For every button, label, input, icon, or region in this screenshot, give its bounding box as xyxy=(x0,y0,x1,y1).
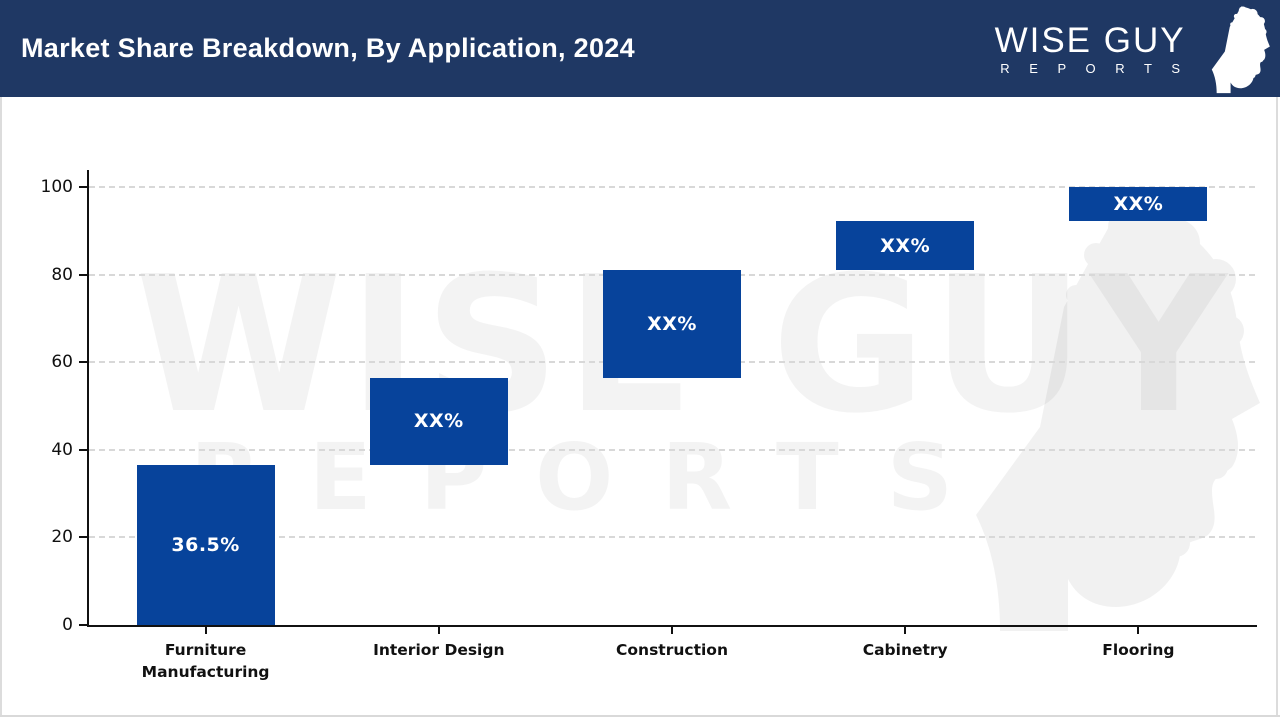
bar-construction: XX% xyxy=(603,270,741,378)
y-axis-line xyxy=(87,170,89,627)
bar-interior-design: XX% xyxy=(369,377,508,466)
bar-value-label: XX% xyxy=(880,234,931,257)
x-tick-mark xyxy=(671,627,673,634)
bar-flooring: XX% xyxy=(1069,187,1208,222)
y-tick-mark xyxy=(79,624,89,626)
header-bar: Market Share Breakdown, By Application, … xyxy=(0,0,1280,97)
bar-value-label: 36.5% xyxy=(171,534,240,557)
gridline xyxy=(89,448,1255,451)
x-category-label: Flooring xyxy=(1102,641,1175,659)
y-tick-label: 80 xyxy=(51,264,73,285)
x-tick-mark xyxy=(1137,627,1140,634)
y-tick-mark xyxy=(79,273,89,276)
right-border xyxy=(1276,97,1278,716)
bar-furniture-manufacturing: 36.5% xyxy=(136,465,275,625)
bar-value-label: XX% xyxy=(647,312,697,335)
logo-brand-subtitle: R E P O R T S xyxy=(1000,61,1188,76)
y-tick-label: 100 xyxy=(40,177,73,197)
gridline xyxy=(89,186,1255,188)
wiseguy-logo-text: WISE GUY R E P O R T S xyxy=(992,23,1188,75)
y-tick-mark xyxy=(79,536,89,539)
x-tick-mark xyxy=(904,627,907,634)
bar-cabinetry: XX% xyxy=(836,221,975,271)
y-tick-label: 60 xyxy=(51,352,73,373)
y-tick-mark xyxy=(79,448,89,451)
y-tick-label: 40 xyxy=(51,439,73,460)
wiseguy-head-icon xyxy=(1211,6,1270,94)
x-axis-line xyxy=(87,625,1257,627)
y-tick-label: 0 xyxy=(62,615,73,635)
x-category-label: Construction xyxy=(616,641,728,659)
logo-brand-name: WISE GUY xyxy=(994,21,1186,60)
x-tick-mark xyxy=(437,627,440,634)
x-category-label: Interior Design xyxy=(373,641,505,659)
page-title: Market Share Breakdown, By Application, … xyxy=(21,33,635,63)
x-category-label: Cabinetry xyxy=(862,641,948,659)
y-tick-mark xyxy=(79,361,89,364)
x-category-label: Furniture Manufacturing xyxy=(141,641,270,681)
y-tick-mark xyxy=(79,186,89,188)
bottom-border xyxy=(0,715,1280,717)
bar-value-label: XX% xyxy=(1113,193,1164,216)
gridline xyxy=(89,536,1255,539)
y-tick-label: 20 xyxy=(51,527,73,548)
left-border xyxy=(0,97,2,716)
plot-area: 0 20 40 60 80 100 36.5% Furniture Manufacturing… xyxy=(0,97,1280,716)
x-tick-mark xyxy=(204,627,207,634)
bar-value-label: XX% xyxy=(413,410,464,433)
wiseguy-logo: WISE GUY R E P O R T S xyxy=(992,4,1272,94)
